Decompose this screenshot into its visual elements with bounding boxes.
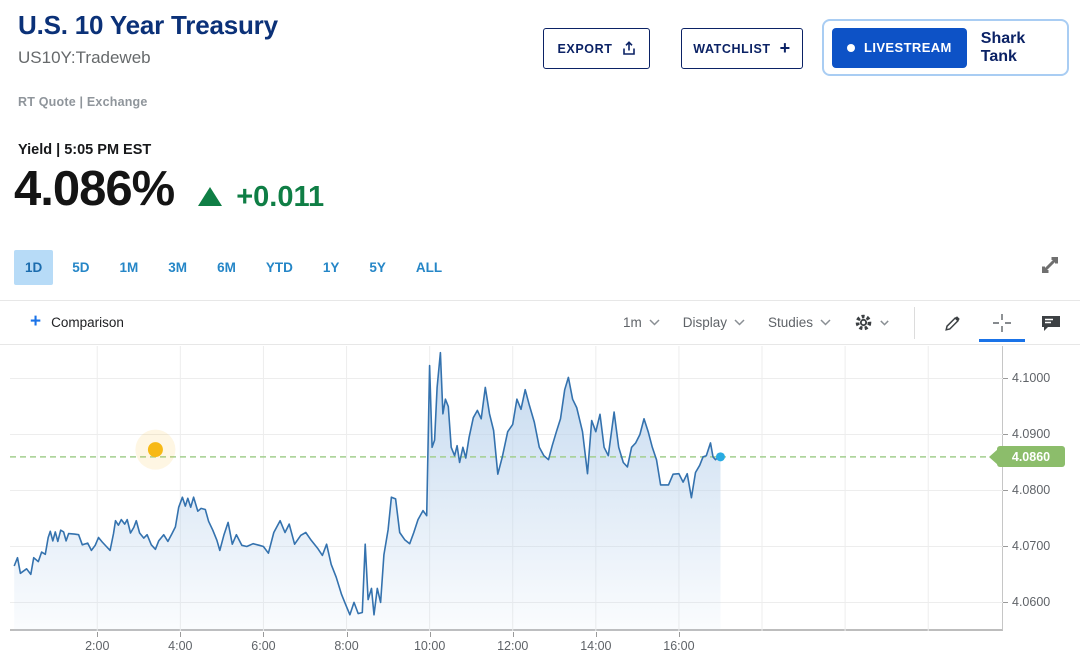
quote-change: +0.011: [236, 180, 325, 213]
chart-toolbar: + Comparison 1m Display Studies: [0, 301, 1080, 345]
comparison-plus-icon: +: [30, 311, 42, 332]
livestream-show-label: Shark Tank: [980, 29, 1026, 65]
x-axis-label: 6:00: [251, 639, 276, 653]
annotation-button[interactable]: [1038, 308, 1064, 338]
range-tab-ytd[interactable]: YTD: [265, 260, 293, 275]
comparison-label: Comparison: [51, 315, 124, 330]
export-button-label: EXPORT: [557, 41, 613, 56]
quote-value: 4.086%: [14, 162, 175, 216]
add-comparison-button[interactable]: + Comparison: [30, 311, 124, 332]
last-price-badge: 4.0860: [989, 446, 1065, 468]
range-tab-1d[interactable]: 1D: [14, 250, 54, 285]
y-axis: 4.1000 4.0900 4.0800 4.0700 4.0600: [1003, 346, 1080, 631]
x-axis: 2:00 4:00 6:00 8:00 10:00 12:00 14:00 16:00: [10, 632, 1003, 658]
y-axis-label: 4.0700: [1003, 539, 1050, 553]
toolbar-divider: [914, 306, 915, 339]
last-price-dot: [715, 452, 725, 462]
plus-icon: +: [779, 37, 791, 58]
x-axis-label: 12:00: [497, 639, 529, 653]
y-axis-label: 4.0900: [1003, 427, 1050, 441]
crosshair-tool-button[interactable]: [979, 308, 1025, 342]
x-axis-label: 14:00: [580, 639, 612, 653]
instrument-symbol: US10Y:Tradeweb: [18, 48, 151, 67]
livestream-button[interactable]: LIVESTREAM: [832, 27, 967, 68]
range-tab-1m[interactable]: 1M: [119, 260, 139, 275]
range-tab-all[interactable]: ALL: [415, 260, 443, 275]
range-tabs: 1D 5D 1M 3M 6M YTD 1Y 5Y ALL: [14, 250, 453, 285]
studies-label: Studies: [767, 315, 813, 330]
quote-row: 4.086% +0.011: [14, 158, 324, 222]
y-tick-mark: [1003, 377, 1008, 379]
chevron-down-icon: [880, 319, 889, 326]
y-tick-mark: [1003, 489, 1008, 491]
crosshair-icon: [993, 313, 1011, 332]
annotation-icon: [1042, 315, 1060, 331]
x-tick-mark: [263, 632, 265, 637]
last-price-label: 4.0860: [1011, 449, 1051, 464]
studies-dropdown[interactable]: Studies: [768, 315, 831, 330]
page-title: U.S. 10 Year Treasury: [18, 10, 278, 40]
export-icon: [622, 41, 635, 55]
chevron-down-icon: [820, 319, 831, 326]
range-tab-1y[interactable]: 1Y: [322, 260, 340, 275]
price-chart[interactable]: [10, 346, 1003, 631]
range-tab-5d[interactable]: 5D: [72, 260, 90, 275]
y-axis-label: 4.0800: [1003, 483, 1050, 497]
section-divider: [0, 300, 1080, 301]
chevron-down-icon: [734, 319, 745, 326]
livestream-group[interactable]: LIVESTREAM Shark Tank: [822, 19, 1069, 76]
display-label: Display: [682, 315, 727, 330]
quote-source-label: RT Quote | Exchange: [18, 95, 148, 109]
gear-icon: [855, 314, 872, 331]
x-axis-label: 4:00: [168, 639, 193, 653]
y-tick-mark: [1003, 433, 1008, 435]
range-tab-3m[interactable]: 3M: [168, 260, 188, 275]
interval-dropdown[interactable]: 1m: [623, 315, 660, 330]
x-tick-mark: [595, 632, 597, 637]
chevron-down-icon: [649, 319, 660, 326]
expand-icon: [1042, 257, 1058, 273]
x-tick-mark: [97, 632, 99, 637]
watchlist-button-label: WATCHLIST: [693, 41, 771, 56]
up-triangle-icon: [198, 186, 223, 206]
interval-value: 1m: [622, 315, 642, 330]
live-dot-icon: [847, 43, 855, 52]
pencil-icon: [945, 315, 960, 331]
quote-metric-label: Yield | 5:05 PM EST: [18, 142, 152, 158]
y-axis-label: 4.1000: [1003, 371, 1050, 385]
y-tick-mark: [1003, 545, 1008, 547]
x-tick-mark: [429, 632, 431, 637]
watchlist-button[interactable]: WATCHLIST +: [681, 28, 803, 69]
x-axis-label: 8:00: [334, 639, 359, 653]
range-tab-6m[interactable]: 6M: [217, 260, 236, 275]
x-axis-label: 2:00: [85, 639, 110, 653]
y-tick-mark: [1003, 601, 1008, 603]
display-dropdown[interactable]: Display: [683, 315, 745, 330]
x-tick-mark: [346, 632, 348, 637]
event-marker-dot[interactable]: [147, 442, 163, 458]
export-button[interactable]: EXPORT: [543, 28, 650, 69]
x-tick-mark: [180, 632, 182, 637]
x-tick-mark: [678, 632, 680, 637]
draw-tool-button[interactable]: [940, 308, 966, 338]
price-chart-svg: [10, 346, 1003, 631]
range-tab-5y[interactable]: 5Y: [369, 260, 386, 275]
chart-settings-button[interactable]: [854, 313, 889, 332]
x-tick-mark: [512, 632, 514, 637]
x-axis-label: 16:00: [663, 639, 695, 653]
y-axis-label: 4.0600: [1003, 595, 1050, 609]
expand-chart-button[interactable]: [1036, 252, 1064, 280]
livestream-button-label: LIVESTREAM: [864, 40, 952, 55]
x-axis-label: 10:00: [413, 639, 446, 653]
